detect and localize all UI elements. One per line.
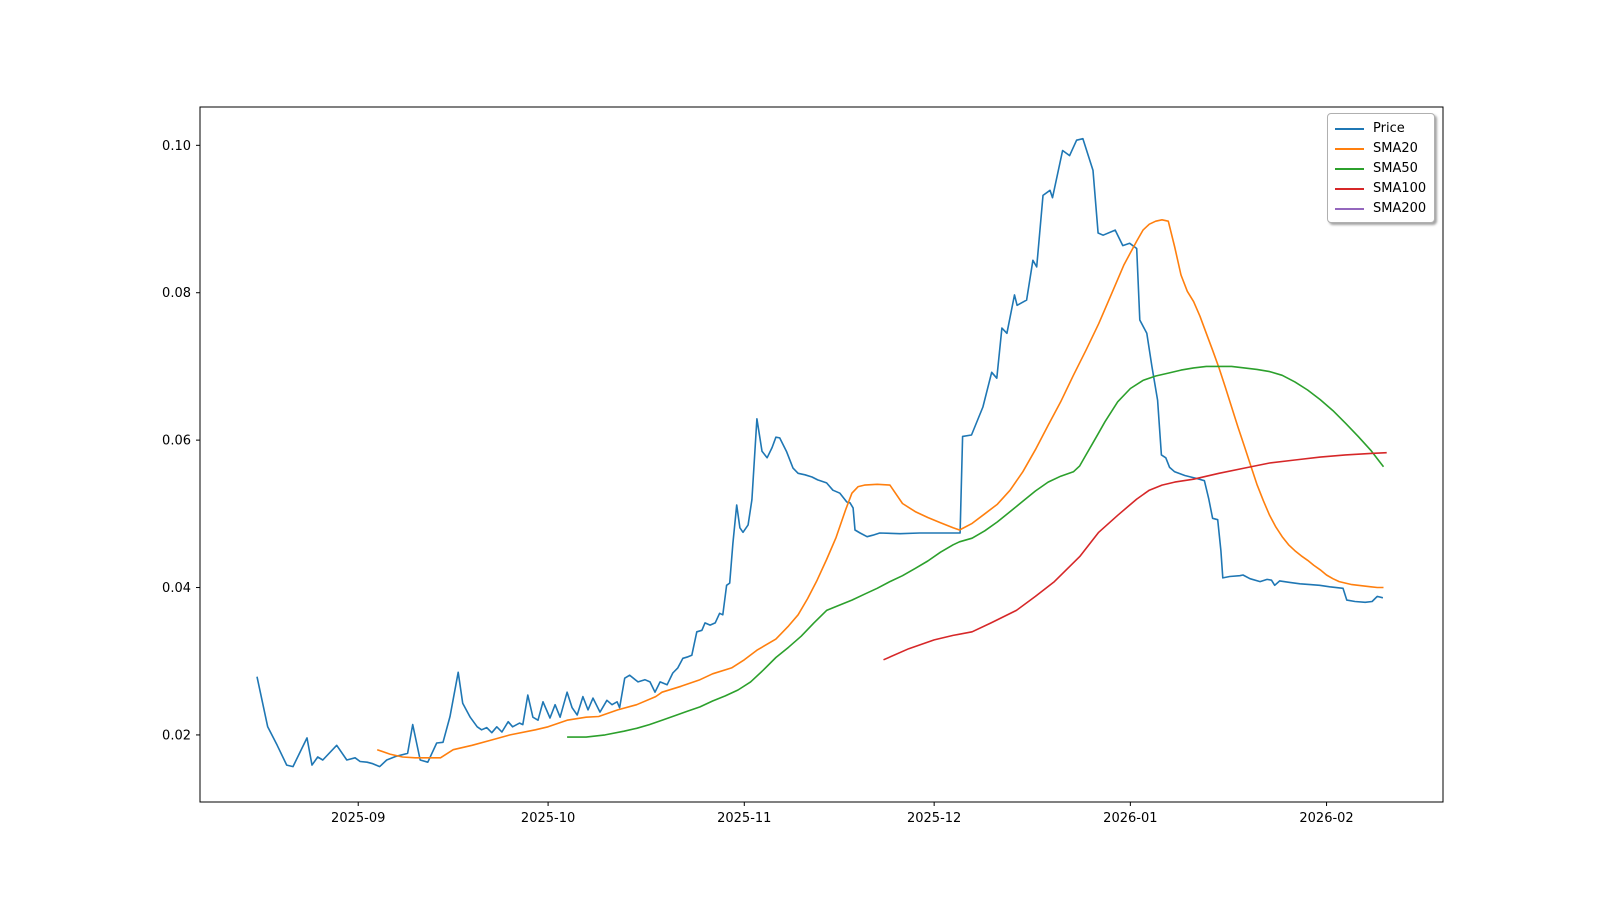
legend-label: SMA200 xyxy=(1373,201,1427,216)
legend: Price SMA20 SMA50 SMA100 SMA200 xyxy=(1327,113,1435,223)
sma50-legend-swatch xyxy=(1335,167,1364,170)
x-tick-label-2025-12: 2025-12 xyxy=(907,811,961,826)
legend-label: SMA20 xyxy=(1373,141,1418,156)
legend-label: SMA100 xyxy=(1373,181,1427,196)
x-tick-label-2026-01: 2026-01 xyxy=(1103,811,1157,826)
legend-item-sma20: SMA20 xyxy=(1335,139,1434,158)
sma20-legend-swatch xyxy=(1335,147,1364,150)
price-line xyxy=(256,137,1384,768)
x-tick-label-2025-09: 2025-09 xyxy=(331,811,385,826)
legend-item-price: Price xyxy=(1335,119,1434,138)
sma200-legend-swatch xyxy=(1335,207,1364,210)
legend-label: Price xyxy=(1373,121,1405,136)
sma20-line xyxy=(376,219,1384,759)
plot-border xyxy=(199,106,1444,803)
legend-item-sma100: SMA100 xyxy=(1335,179,1434,198)
y-tick-label-0.04: 0.04 xyxy=(162,581,191,596)
y-tick-label-0.06: 0.06 xyxy=(162,434,191,449)
price-legend-swatch xyxy=(1335,127,1364,130)
y-tick-label-0.10: 0.10 xyxy=(162,139,191,154)
sma100-line xyxy=(883,451,1387,661)
x-tick-label-2025-11: 2025-11 xyxy=(717,811,771,826)
x-tick-label-2026-02: 2026-02 xyxy=(1299,811,1353,826)
plot-area xyxy=(200,107,1443,802)
sma100-legend-swatch xyxy=(1335,187,1364,190)
sma50-line xyxy=(567,365,1385,738)
legend-item-sma50: SMA50 xyxy=(1335,159,1434,178)
legend-label: SMA50 xyxy=(1373,161,1418,176)
legend-item-sma200: SMA200 xyxy=(1335,199,1434,218)
y-tick-label-0.08: 0.08 xyxy=(162,286,191,301)
x-tick-label-2025-10: 2025-10 xyxy=(521,811,575,826)
y-tick-label-0.02: 0.02 xyxy=(162,728,191,743)
